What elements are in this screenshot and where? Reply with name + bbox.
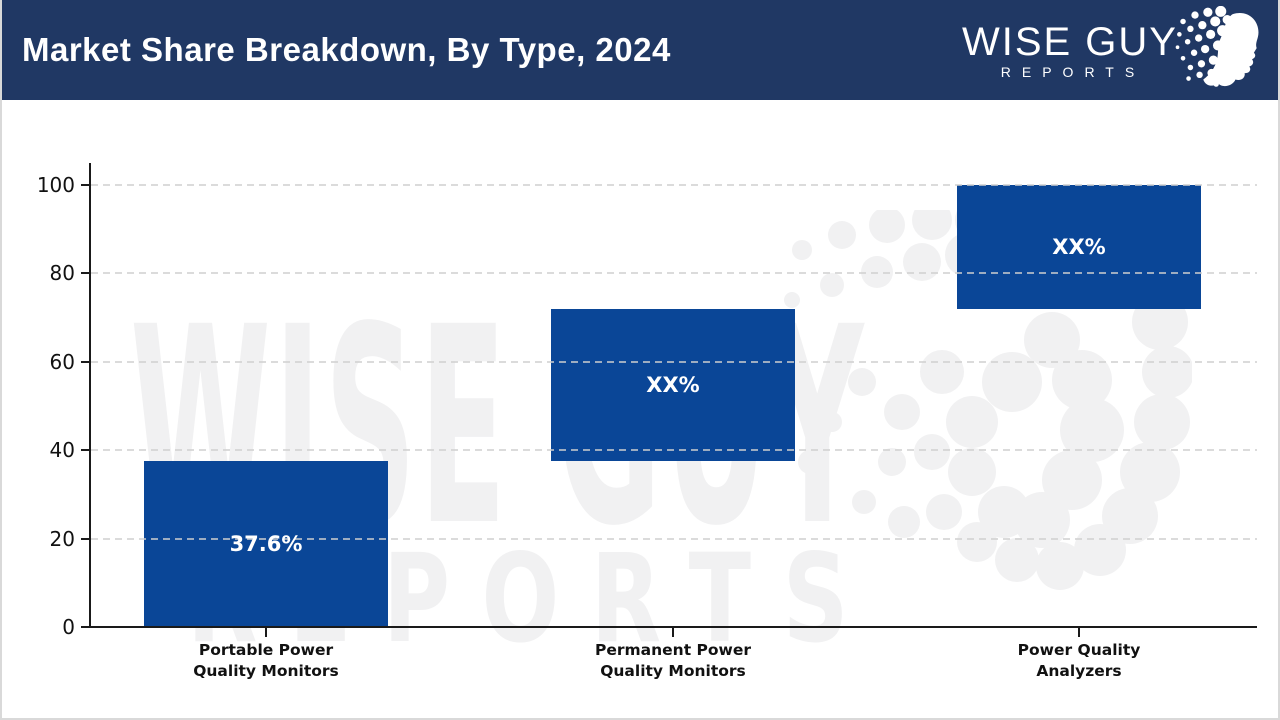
bar-value-label: XX% <box>646 372 700 397</box>
y-tick-mark <box>81 360 89 363</box>
y-tick-label: 40 <box>49 438 75 463</box>
gridline <box>91 360 1257 363</box>
y-tick-mark <box>81 272 89 275</box>
category-label-line: Portable Power <box>198 641 334 659</box>
header-bar: Market Share Breakdown, By Type, 2024 WI… <box>2 0 1278 100</box>
y-tick-mark <box>81 626 89 628</box>
wise-guy-reports-logo: WISE GUY REPORTS <box>962 6 1264 94</box>
bar-value-label: 37.6% <box>229 531 303 556</box>
category-label-line: Power Quality <box>1017 641 1141 659</box>
gridline <box>91 272 1257 275</box>
x-tick-mark <box>1078 628 1080 637</box>
gridline <box>91 449 1257 452</box>
x-axis-line <box>89 626 1257 628</box>
y-tick-mark <box>81 449 89 452</box>
category-label: Portable Power Quality Monitors <box>116 640 416 682</box>
y-axis-line <box>89 163 91 628</box>
y-tick-label: 0 <box>62 615 75 639</box>
gridline <box>91 537 1257 540</box>
category-label-line: Permanent Power <box>595 641 751 659</box>
bar-segment <box>551 308 795 461</box>
logo-face-icon <box>1175 6 1259 87</box>
logo-reports-label: REPORTS <box>1000 63 1146 80</box>
y-tick-label: 60 <box>49 349 75 374</box>
category-label-line: Analyzers <box>1036 662 1122 680</box>
category-label: Power Quality Analyzers <box>929 640 1229 682</box>
category-label: Permanent Power Quality Monitors <box>523 640 823 682</box>
y-tick-label: 100 <box>36 173 75 197</box>
logo-wiseguy-label: WISE GUY <box>961 19 1178 64</box>
bar-segment <box>144 460 388 627</box>
bar-value-label: XX% <box>1052 234 1106 259</box>
page-title: Market Share Breakdown, By Type, 2024 <box>22 31 671 68</box>
y-tick-mark <box>81 537 89 540</box>
y-tick-mark <box>81 184 89 186</box>
category-label-line: Quality Monitors <box>193 662 339 680</box>
y-tick-label: 20 <box>49 526 75 551</box>
x-tick-mark <box>672 628 674 637</box>
gridline <box>91 184 1257 186</box>
logo-text: WISE GUY REPORTS <box>962 22 1178 79</box>
x-tick-mark <box>265 628 267 637</box>
y-tick-label: 80 <box>49 261 75 286</box>
category-label-line: Quality Monitors <box>600 662 746 680</box>
